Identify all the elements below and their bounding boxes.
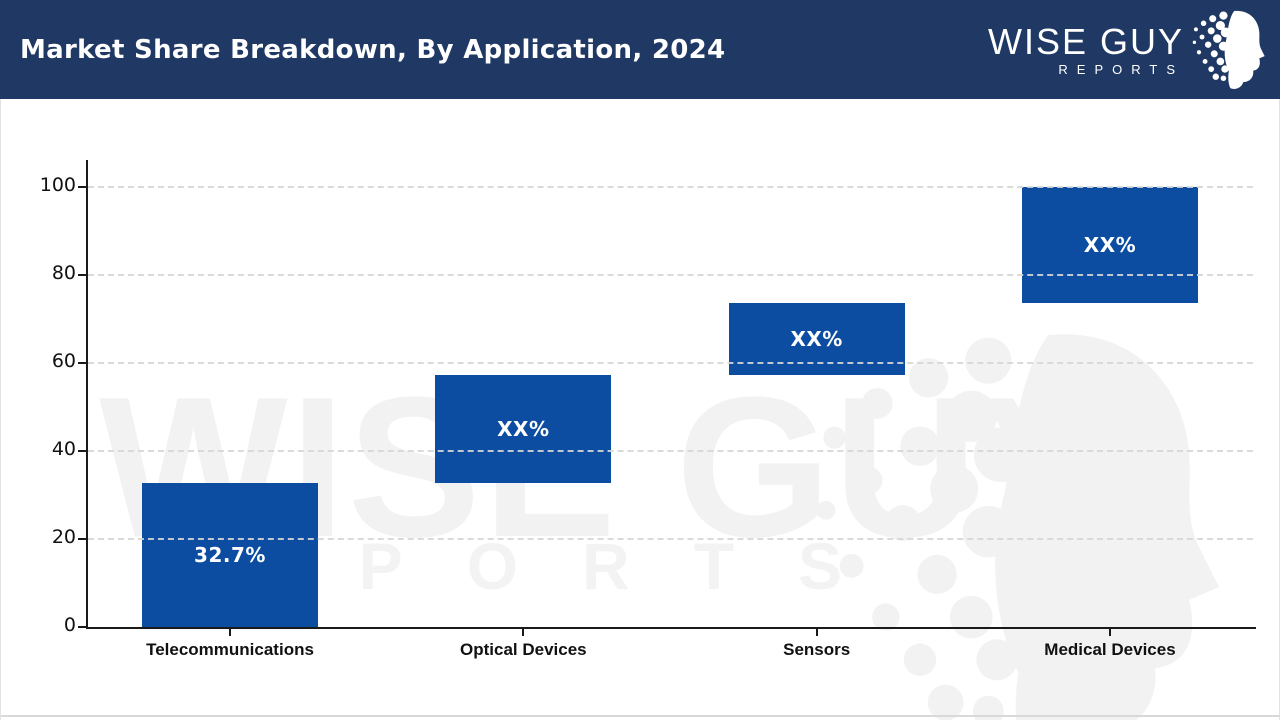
- y-axis-tick-mark: [78, 450, 86, 452]
- gridline-100: [88, 186, 1253, 188]
- gridline-20: [88, 538, 1253, 540]
- gridline-40: [88, 450, 1253, 452]
- y-axis-tick-label: 100: [39, 174, 76, 196]
- bar-optical-devices: XX%: [435, 374, 612, 484]
- x-axis-category-label: Sensors: [783, 640, 851, 659]
- wise-guy-logo: WISE GUY REPORTS: [988, 8, 1270, 92]
- page-title: Market Share Breakdown, By Application, …: [20, 34, 726, 65]
- logo-wordmark: WISE GUY: [987, 21, 1184, 63]
- x-axis-category-label: Telecommunications: [146, 640, 314, 659]
- y-axis-tick-label: 20: [51, 526, 76, 548]
- y-axis-line: [86, 160, 88, 629]
- bar-sensors: XX%: [728, 303, 905, 375]
- y-axis-tick-label: 60: [51, 350, 76, 372]
- y-axis-tick-label: 40: [51, 438, 76, 460]
- bar-value-label: 32.7%: [194, 543, 266, 568]
- y-axis-tick-label: 80: [51, 262, 76, 284]
- y-axis-tick-mark: [78, 538, 86, 540]
- x-axis-tick-mark: [229, 627, 231, 636]
- x-axis-category-label: Optical Devices: [460, 640, 587, 659]
- logo-subtitle: REPORTS: [1058, 61, 1184, 77]
- logo-text: WISE GUY REPORTS: [988, 23, 1184, 77]
- y-axis-tick-mark: [78, 186, 86, 188]
- x-axis-line: [86, 627, 1256, 629]
- logo-head-icon: [1192, 10, 1265, 89]
- y-axis-tick-mark: [78, 274, 86, 276]
- header: Market Share Breakdown, By Application, …: [0, 0, 1280, 99]
- bar-medical-devices: XX%: [1021, 187, 1198, 304]
- gridline-60: [88, 362, 1253, 364]
- watermark-head-dots: [816, 334, 1220, 720]
- x-axis-tick-mark: [1108, 627, 1111, 636]
- y-axis-tick-mark: [78, 362, 86, 364]
- y-axis-tick-label: 0: [63, 614, 76, 636]
- bar-telecommunications: 32.7%: [142, 483, 318, 627]
- gridline-80: [88, 274, 1253, 276]
- x-axis-category-label: Medical Devices: [1044, 640, 1176, 659]
- y-axis-tick-mark: [78, 626, 86, 628]
- x-axis-tick-mark: [815, 627, 818, 636]
- x-axis-tick-mark: [522, 627, 525, 636]
- bottom-rule: [1, 715, 1280, 717]
- bar-value-label: XX%: [497, 416, 550, 441]
- bar-value-label: XX%: [790, 327, 843, 352]
- bar-value-label: XX%: [1083, 233, 1137, 258]
